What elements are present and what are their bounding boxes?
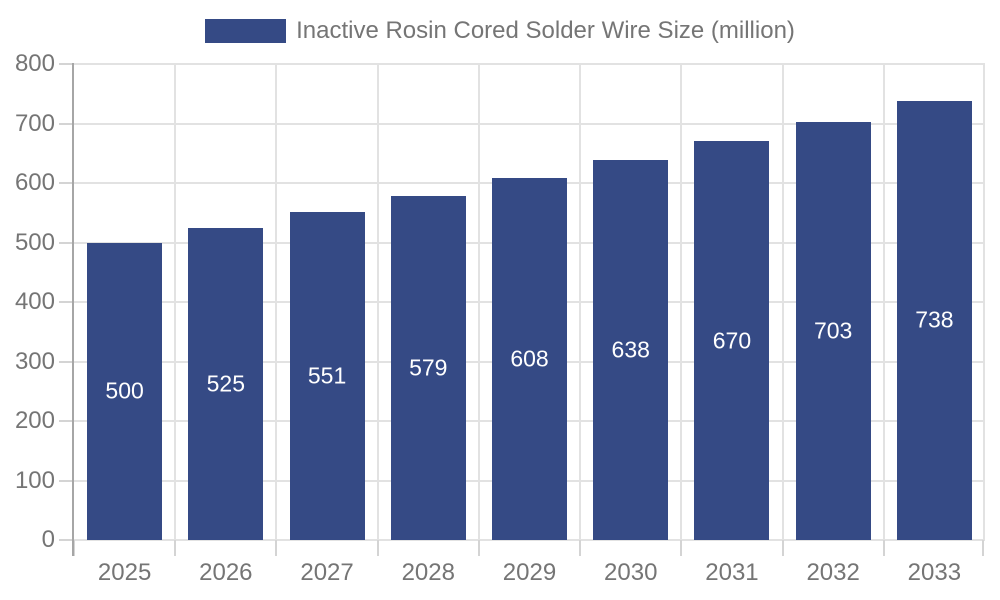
x-axis-label: 2029 [502,559,557,586]
bar-2027 [289,212,365,540]
x-axis-tick [680,540,683,556]
y-axis-label: 0 [41,526,55,553]
bar-2031 [694,141,770,540]
bar-2028 [390,195,466,540]
x-axis-tick [477,540,480,556]
legend-swatch-icon [205,19,287,43]
bar-2026 [188,227,264,540]
gridline-vertical [376,64,379,540]
y-axis-tick [59,301,74,303]
bar-value-label: 670 [712,327,752,354]
y-axis-label: 600 [14,169,55,196]
x-axis-tick [174,540,177,556]
bar-2030 [593,160,669,540]
plot-area: 500 525 551 579 608 638 670 703 738 [74,63,985,541]
x-axis-label: 2026 [199,559,253,586]
bar-value-label: 703 [813,317,853,344]
gridline-horizontal [74,63,985,65]
x-axis-label: 2031 [705,559,759,586]
gridline-vertical [781,64,784,540]
bar-2029 [492,178,567,540]
x-axis-label: 2032 [806,559,860,586]
gridline-vertical [882,64,885,540]
bar-2025 [87,242,163,540]
y-axis-label: 100 [14,466,55,494]
bar-2033 [896,100,972,540]
x-axis-label: 2033 [907,559,962,586]
y-axis-tick [59,63,74,65]
x-axis-tick [73,540,75,556]
x-axis-label: 2028 [401,559,455,586]
gridline-horizontal [74,122,985,125]
y-axis-label: 400 [14,288,55,315]
y-axis-tick [59,122,74,125]
y-axis-tick [59,479,74,482]
y-axis-line [72,63,74,556]
x-axis-tick [982,540,984,556]
y-axis-tick [59,420,74,422]
bar-value-label: 525 [206,370,246,397]
gridline-vertical [983,64,985,540]
bar-value-label: 579 [409,354,448,381]
gridline-horizontal [74,539,985,541]
x-axis-tick [376,540,379,556]
bar-value-label: 638 [611,336,650,363]
x-axis-label: 2027 [300,559,354,586]
gridline-vertical [680,64,683,540]
y-axis-label: 800 [14,50,55,77]
x-axis-tick [275,540,278,556]
y-axis-tick [59,241,74,244]
legend[interactable]: Inactive Rosin Cored Solder Wire Size (m… [0,12,1000,50]
bar-value-label: 608 [510,345,549,372]
gridline-vertical [477,64,480,540]
gridline-vertical [275,64,278,540]
gridline-vertical [174,64,177,540]
bar-value-label: 738 [915,306,954,333]
y-axis-label: 200 [14,407,55,434]
bar-value-label: 551 [307,362,347,389]
y-axis-tick [59,360,74,363]
y-axis-tick [59,539,74,541]
y-axis-label: 700 [14,109,55,137]
legend-label: Inactive Rosin Cored Solder Wire Size (m… [296,17,795,44]
x-axis-tick [579,540,582,556]
y-axis-tick [59,182,74,184]
x-axis-label: 2030 [604,559,658,586]
y-axis-label: 500 [14,228,55,256]
x-axis-label: 2025 [97,559,152,586]
x-axis-tick [882,540,885,556]
x-axis-tick [781,540,784,556]
y-axis-label: 300 [14,347,55,375]
bar-2032 [795,121,871,540]
bar-value-label: 500 [105,377,144,404]
gridline-vertical [579,64,582,540]
